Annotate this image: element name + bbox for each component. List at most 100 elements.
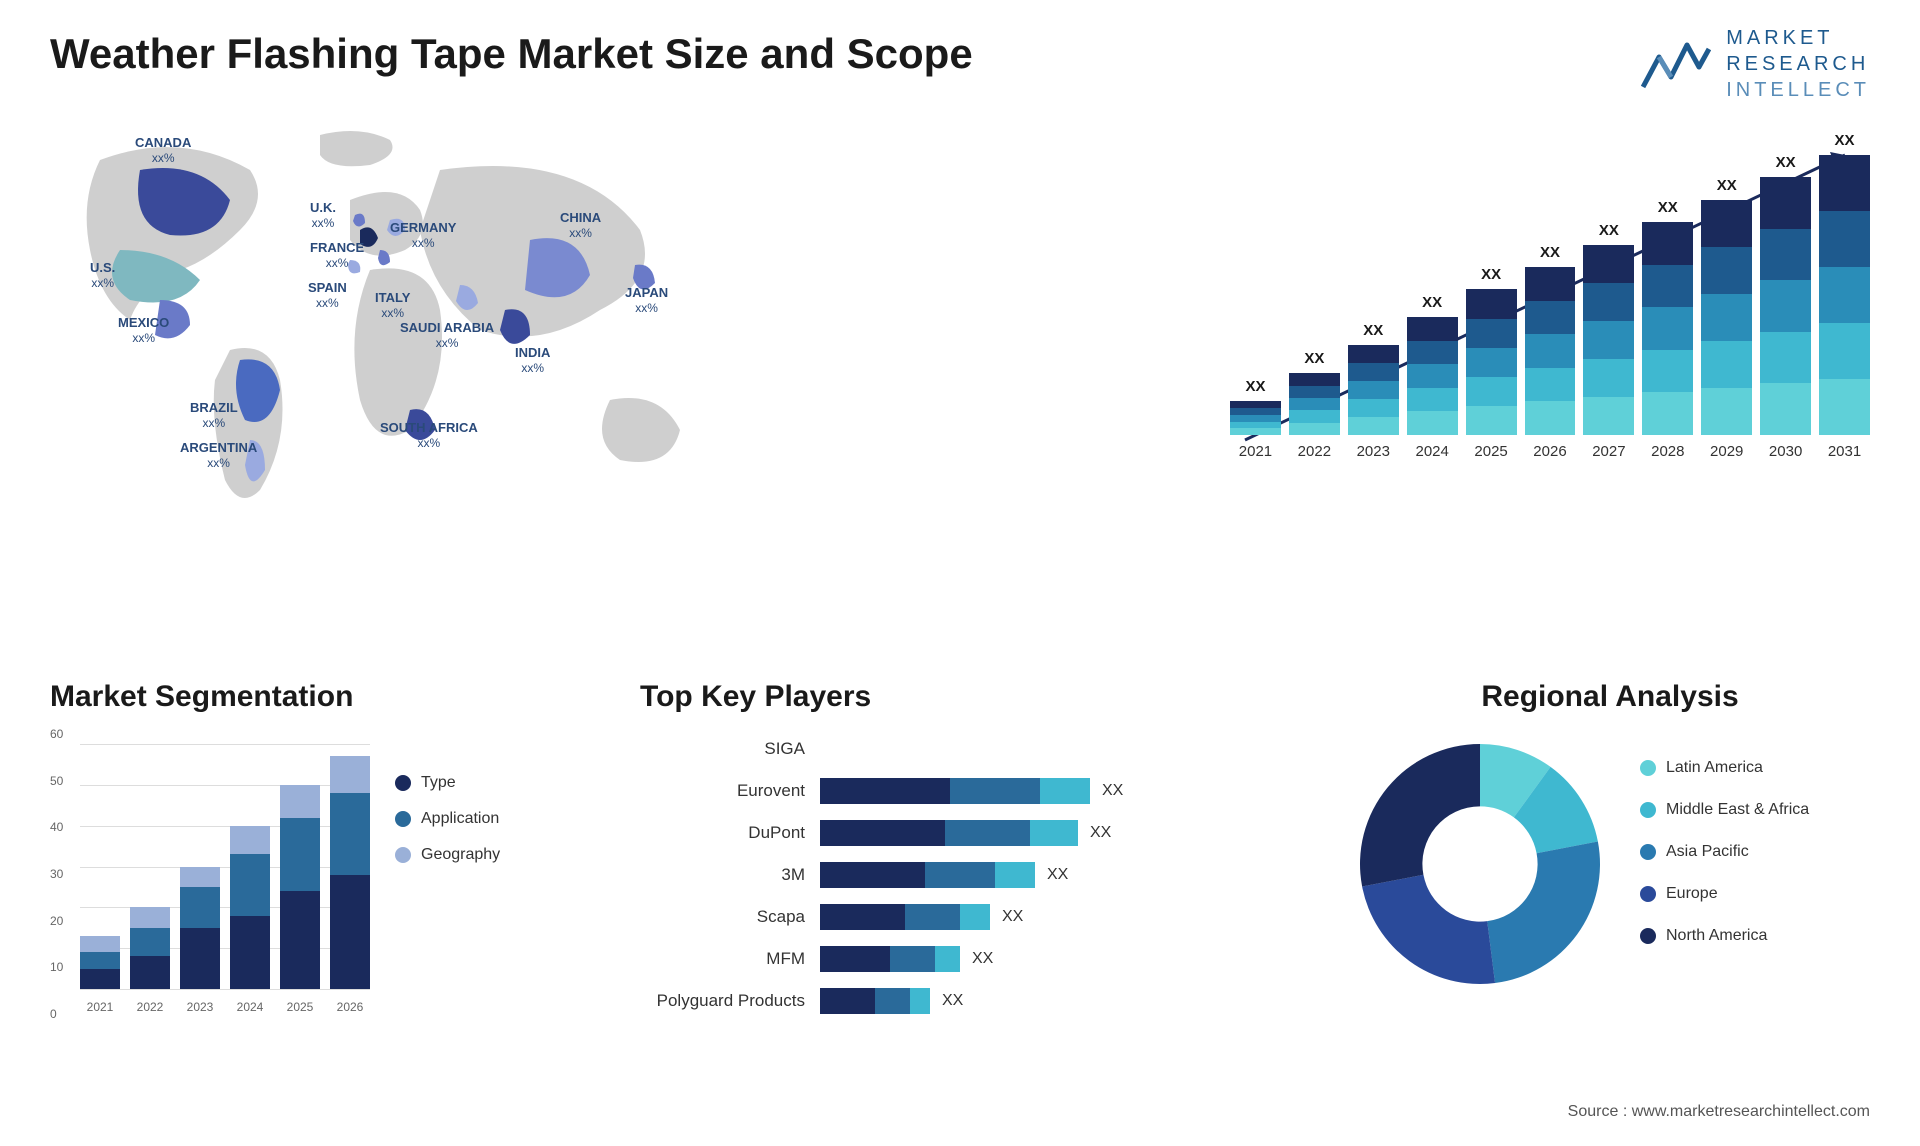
donut-slice: [1360, 744, 1480, 886]
player-row: Scapa XX: [640, 902, 1180, 932]
big-bar-value: XX: [1245, 378, 1265, 395]
big-bar-value: XX: [1540, 244, 1560, 261]
seg-bar: [80, 936, 120, 989]
seg-bar: [230, 826, 270, 989]
logo-line1: MARKET: [1726, 25, 1870, 51]
market-segmentation-section: Market Segmentation 20212022202320242025…: [50, 680, 550, 1014]
seg-year: 2025: [280, 1000, 320, 1014]
player-value: XX: [1102, 782, 1123, 800]
seg-legend-item: Type: [395, 774, 500, 792]
player-name: DuPont: [640, 823, 820, 843]
map-label-brazil: BRAZILxx%: [190, 400, 238, 430]
map-label-spain: SPAINxx%: [308, 280, 347, 310]
seg-ytick: 30: [50, 867, 63, 881]
map-label-argentina: ARGENTINAxx%: [180, 440, 257, 470]
big-bar-year: 2025: [1474, 443, 1507, 460]
seg-legend-item: Geography: [395, 846, 500, 864]
market-size-bar-chart: XX2021XX2022XX2023XX2024XX2025XX2026XX20…: [1230, 130, 1870, 490]
player-value: XX: [1047, 866, 1068, 884]
player-value: XX: [972, 950, 993, 968]
map-label-us: U.S.xx%: [90, 260, 115, 290]
world-map: CANADAxx%U.S.xx%MEXICOxx%BRAZILxx%ARGENT…: [40, 120, 740, 520]
logo-text: MARKET RESEARCH INTELLECT: [1726, 25, 1870, 103]
segmentation-title: Market Segmentation: [50, 680, 550, 714]
donut-slice: [1487, 842, 1600, 984]
regional-analysis-section: Regional Analysis Latin America Middle Ea…: [1350, 680, 1870, 994]
logo-line3: INTELLECT: [1726, 77, 1870, 103]
player-bar: [820, 778, 1090, 804]
big-bar-year: 2031: [1828, 443, 1861, 460]
map-label-southafrica: SOUTH AFRICAxx%: [380, 420, 478, 450]
region-legend-item: Middle East & Africa: [1640, 801, 1809, 819]
map-label-china: CHINAxx%: [560, 210, 601, 240]
map-label-france: FRANCExx%: [310, 240, 364, 270]
source-text: Source : www.marketresearchintellect.com: [1568, 1103, 1870, 1121]
seg-ytick: 0: [50, 1007, 57, 1021]
big-bar-year: 2024: [1415, 443, 1448, 460]
big-bar-2030: XX2030: [1760, 154, 1811, 460]
map-label-canada: CANADAxx%: [135, 135, 191, 165]
big-bar-value: XX: [1658, 199, 1678, 216]
big-bar-2021: XX 2021: [1230, 378, 1281, 460]
big-bar-2026: XX 2026: [1525, 244, 1576, 460]
map-label-saudiarabia: SAUDI ARABIAxx%: [400, 320, 494, 350]
big-bar-year: 2023: [1357, 443, 1390, 460]
regional-title: Regional Analysis: [1350, 680, 1870, 714]
big-bar-value: XX: [1481, 266, 1501, 283]
seg-year: 2026: [330, 1000, 370, 1014]
seg-year: 2021: [80, 1000, 120, 1014]
map-label-germany: GERMANYxx%: [390, 220, 456, 250]
player-row: Polyguard ProductsXX: [640, 986, 1180, 1016]
big-bar-2028: XX2028: [1642, 199, 1693, 460]
seg-ytick: 20: [50, 914, 63, 928]
player-name: 3M: [640, 865, 820, 885]
seg-legend-item: Application: [395, 810, 500, 828]
segmentation-chart: 202120222023202420252026 0102030405060: [50, 734, 370, 1014]
map-label-uk: U.K.xx%: [310, 200, 336, 230]
seg-ytick: 60: [50, 727, 63, 741]
regional-legend: Latin America Middle East & Africa Asia Pa…: [1640, 759, 1809, 969]
big-bar-2022: XX2022: [1289, 350, 1340, 460]
players-title: Top Key Players: [640, 680, 1180, 714]
seg-ytick: 50: [50, 774, 63, 788]
region-legend-item: Asia Pacific: [1640, 843, 1809, 861]
big-bar-year: 2021: [1239, 443, 1272, 460]
big-bar-year: 2022: [1298, 443, 1331, 460]
segmentation-legend: Type Application Geography: [395, 774, 500, 882]
player-bar: [820, 988, 930, 1014]
map-label-japan: JAPANxx%: [625, 285, 668, 315]
player-bar: [820, 946, 960, 972]
big-bar-year: 2026: [1533, 443, 1566, 460]
players-list: SIGAEuroventXXDuPontXX3MXXScapaXXMFMXXPo…: [640, 734, 1180, 1016]
map-label-italy: ITALYxx%: [375, 290, 410, 320]
big-bar-2029: XX2029: [1701, 177, 1752, 460]
map-label-india: INDIAxx%: [515, 345, 550, 375]
seg-year: 2023: [180, 1000, 220, 1014]
player-value: XX: [1090, 824, 1111, 842]
player-row: Eurovent XX: [640, 776, 1180, 806]
player-bar: [820, 904, 990, 930]
top-key-players-section: Top Key Players SIGAEuroventXXDuPontXX3M…: [640, 680, 1180, 1028]
big-bar-year: 2029: [1710, 443, 1743, 460]
regional-donut-chart: [1350, 734, 1610, 994]
big-bar-2023: XX 2023: [1348, 322, 1399, 460]
player-value: XX: [1002, 908, 1023, 926]
big-bar-2027: XX2027: [1583, 222, 1634, 460]
seg-year: 2024: [230, 1000, 270, 1014]
player-bar: [820, 820, 1078, 846]
player-bar: [820, 862, 1035, 888]
player-name: Scapa: [640, 907, 820, 927]
seg-ytick: 40: [50, 820, 63, 834]
seg-bar: [130, 907, 170, 989]
big-bar-2024: XX2024: [1407, 294, 1458, 460]
big-bar-value: XX: [1835, 132, 1855, 149]
player-row: 3M XX: [640, 860, 1180, 890]
big-bar-value: XX: [1599, 222, 1619, 239]
big-bar-value: XX: [1363, 322, 1383, 339]
brand-logo: MARKET RESEARCH INTELLECT: [1641, 25, 1870, 103]
player-name: Eurovent: [640, 781, 820, 801]
seg-bar: [330, 756, 370, 989]
region-legend-item: Latin America: [1640, 759, 1809, 777]
big-bar-year: 2030: [1769, 443, 1802, 460]
region-legend-item: Europe: [1640, 885, 1809, 903]
